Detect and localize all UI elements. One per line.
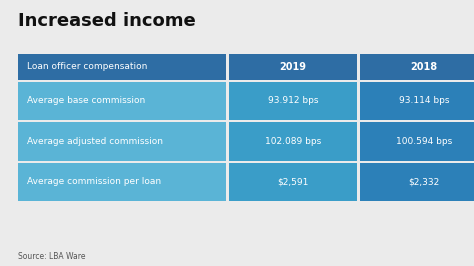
Bar (18, 54, 226, 80)
Bar (360, 122, 474, 161)
Text: 102.089 bps: 102.089 bps (265, 137, 321, 146)
Text: Increased income: Increased income (18, 12, 196, 30)
Text: $2,591: $2,591 (277, 177, 309, 186)
Text: Loan officer compensation: Loan officer compensation (27, 62, 147, 71)
Text: Average adjusted commission: Average adjusted commission (27, 137, 163, 146)
Bar (360, 54, 474, 80)
Bar (18, 82, 226, 120)
Text: $2,332: $2,332 (409, 177, 440, 186)
Text: Average commission per loan: Average commission per loan (27, 177, 161, 186)
Text: 100.594 bps: 100.594 bps (396, 137, 452, 146)
Text: Average base commission: Average base commission (27, 97, 145, 105)
Text: Source: LBA Ware: Source: LBA Ware (18, 252, 85, 261)
Text: 2019: 2019 (280, 62, 306, 72)
Bar (229, 122, 357, 161)
Bar (229, 82, 357, 120)
Bar (18, 122, 226, 161)
Text: 2018: 2018 (410, 62, 438, 72)
Bar (18, 163, 226, 201)
Text: 93.912 bps: 93.912 bps (268, 97, 318, 105)
Bar (360, 163, 474, 201)
Bar (229, 54, 357, 80)
Bar (360, 82, 474, 120)
Text: 93.114 bps: 93.114 bps (399, 97, 449, 105)
Bar (229, 163, 357, 201)
